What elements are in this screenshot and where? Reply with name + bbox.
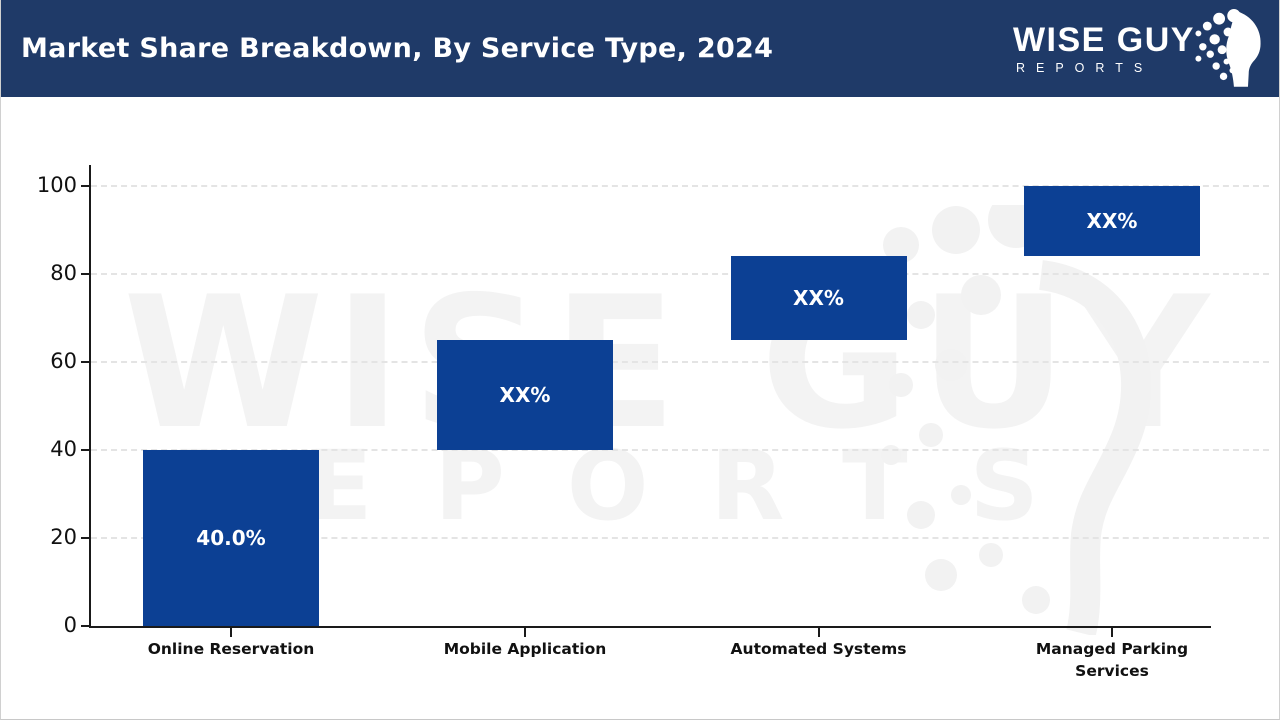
bar-mobile-application: XX% bbox=[437, 340, 613, 450]
wise-guy-logo: WISE GUY REPORTS bbox=[1013, 8, 1265, 90]
y-axis-tick bbox=[81, 361, 89, 363]
x-axis-tick bbox=[230, 628, 232, 637]
y-axis-tick bbox=[81, 185, 89, 187]
x-axis-label-managed-parking-services: Managed Parking Services bbox=[1035, 640, 1189, 680]
bar-online-reservation: 40.0% bbox=[143, 450, 319, 626]
gridline bbox=[91, 273, 1269, 275]
y-axis-tick bbox=[81, 449, 89, 451]
x-axis-tick bbox=[524, 628, 526, 637]
logo-wordmark: WISE GUY REPORTS bbox=[1013, 23, 1195, 75]
y-axis-tick bbox=[81, 625, 89, 627]
x-axis-label-mobile-application: Mobile Application bbox=[443, 640, 607, 658]
y-axis-line bbox=[89, 165, 91, 628]
watermark-wordmark: WISE GUY bbox=[123, 257, 1220, 469]
y-axis-tick-label: 0 bbox=[63, 613, 77, 637]
logo-head-icon bbox=[1195, 8, 1261, 87]
x-axis-label-automated-systems: Automated Systems bbox=[730, 640, 907, 658]
x-axis-label-online-reservation: Online Reservation bbox=[147, 640, 315, 658]
gridline bbox=[91, 361, 1269, 363]
y-axis-tick-label: 100 bbox=[36, 173, 77, 197]
bar-managed-parking-services: XX% bbox=[1024, 186, 1200, 257]
gridline bbox=[91, 449, 1269, 451]
y-axis-tick-label: 80 bbox=[50, 261, 77, 285]
y-axis-tick-label: 60 bbox=[50, 349, 77, 373]
bar-value-label: XX% bbox=[793, 286, 844, 311]
gridline bbox=[91, 185, 1269, 187]
y-axis-tick bbox=[81, 537, 89, 539]
logo-wordmark-line1: WISE GUY bbox=[1012, 20, 1195, 59]
y-axis-tick-label: 40 bbox=[50, 437, 77, 461]
bar-value-label: XX% bbox=[499, 383, 551, 407]
y-axis-tick bbox=[81, 273, 89, 275]
x-axis-tick bbox=[817, 628, 820, 637]
watermark-head-icon bbox=[881, 205, 1152, 635]
x-axis-line bbox=[89, 626, 1211, 628]
gridline bbox=[91, 537, 1269, 539]
bar-value-label: 40.0% bbox=[196, 526, 266, 550]
bar-value-label: XX% bbox=[1086, 209, 1138, 234]
header: Market Share Breakdown, By Service Type,… bbox=[1, 0, 1279, 97]
y-axis-tick-label: 20 bbox=[50, 525, 77, 549]
page-title: Market Share Breakdown, By Service Type,… bbox=[21, 33, 774, 64]
logo-wordmark-line2: REPORTS bbox=[1015, 60, 1154, 75]
x-axis-tick bbox=[1111, 628, 1113, 637]
bar-automated-systems: XX% bbox=[730, 256, 907, 340]
